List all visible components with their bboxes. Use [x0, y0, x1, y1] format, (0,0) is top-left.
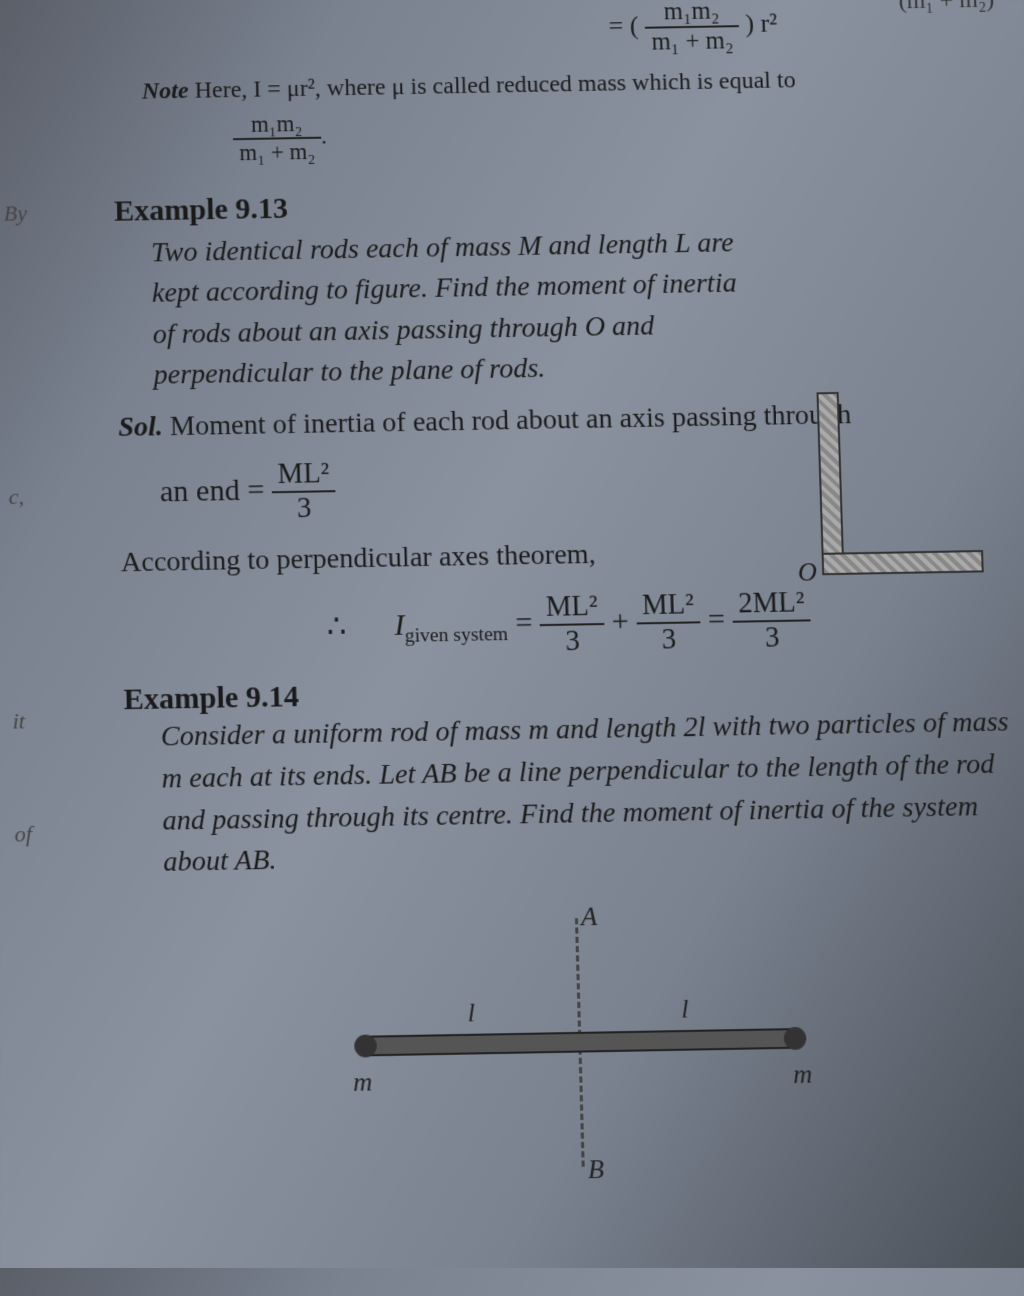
- paren-open: (: [629, 11, 639, 40]
- fraction: ML² 3: [271, 458, 336, 526]
- numerator: 2ML²: [732, 587, 811, 623]
- denominator: 3: [540, 625, 605, 659]
- sol-label: Sol.: [118, 411, 163, 443]
- horizontal-rod: [822, 550, 984, 575]
- label-l-right: l: [681, 993, 689, 1024]
- denominator: 3: [272, 492, 337, 526]
- eq-tail: r²: [760, 8, 777, 37]
- numerator: ML²: [539, 591, 604, 627]
- label-m-left: m: [353, 1066, 373, 1097]
- rod-ab-figure: A B l l m m: [313, 903, 850, 1182]
- term-1: ML² 3: [539, 591, 605, 660]
- example-9-14: Example 9.14 Consider a uniform rod of m…: [123, 667, 1024, 884]
- denominator: 3: [733, 622, 812, 656]
- numerator: ML²: [271, 458, 336, 494]
- example-heading: Example 9.14: [123, 680, 299, 717]
- paren-close: ): [745, 9, 755, 38]
- note-text: Here, I = μr², where μ is called reduced…: [194, 67, 796, 104]
- fraction: m₁m₂ m₁ + m₂: [232, 111, 321, 167]
- denominator: m₁ + m₂: [645, 27, 740, 57]
- denominator: m₁ + m₂: [233, 139, 321, 167]
- label-a: A: [581, 901, 598, 932]
- label-b: B: [587, 1154, 604, 1186]
- margin-note-c: c,: [8, 483, 69, 510]
- eq-prefix: an end =: [160, 473, 265, 508]
- label-m-right: m: [793, 1059, 813, 1090]
- therefore-symbol: ∴: [327, 609, 347, 643]
- eq-lhs: =: [608, 11, 623, 40]
- example-body: Two identical rods each of mass M and le…: [151, 222, 762, 397]
- i-subscript: given system: [404, 624, 508, 647]
- note-label: Note: [142, 78, 189, 105]
- example-9-13: Example 9.13 Two identical rods each of …: [114, 177, 1008, 397]
- note-fraction: m₁m₂ m₁ + m₂ .: [232, 99, 999, 167]
- label-l-left: l: [467, 997, 475, 1028]
- system-moi-equation: ∴ Igiven system = ML² 3 + ML² 3 = 2ML² 3: [122, 583, 1017, 666]
- margin-note-of: of: [14, 820, 75, 848]
- o-label: O: [797, 557, 817, 588]
- margin-note-by: By: [4, 199, 65, 226]
- numerator: ML²: [635, 589, 700, 625]
- vertical-rod: [816, 392, 843, 555]
- note-dot: .: [321, 123, 328, 149]
- sol-text-1: Moment of inertia of each rod about an a…: [170, 399, 852, 442]
- term-3: 2ML² 3: [732, 587, 812, 656]
- main-content: = ( m₁m₂ m₁ + m₂ ) r² Note Here, I = μr²…: [110, 0, 1024, 1185]
- uniform-rod: [356, 1028, 804, 1057]
- textbook-page: (m₁ + m₂) By c, it of = ( m₁m₂ m₁ + m₂ )…: [0, 0, 1024, 1296]
- example-heading: Example 9.13: [114, 192, 289, 228]
- term-2: ML² 3: [635, 589, 701, 658]
- example-body-inline: [324, 193, 325, 224]
- plus: +: [611, 604, 629, 638]
- i-var: I: [394, 608, 405, 642]
- numerator: m₁m₂: [232, 111, 320, 141]
- l-rods-figure: O: [786, 390, 984, 586]
- equals-2: =: [707, 603, 725, 637]
- numerator: m₁m₂: [644, 0, 739, 29]
- equals: =: [515, 606, 533, 640]
- margin-note-it: it: [12, 707, 73, 735]
- fraction: m₁m₂ m₁ + m₂: [644, 0, 740, 57]
- top-right-fragment: (m₁ + m₂): [898, 0, 994, 15]
- denominator: 3: [636, 624, 701, 658]
- example-body: Consider a uniform rod of mass m and len…: [160, 702, 1024, 884]
